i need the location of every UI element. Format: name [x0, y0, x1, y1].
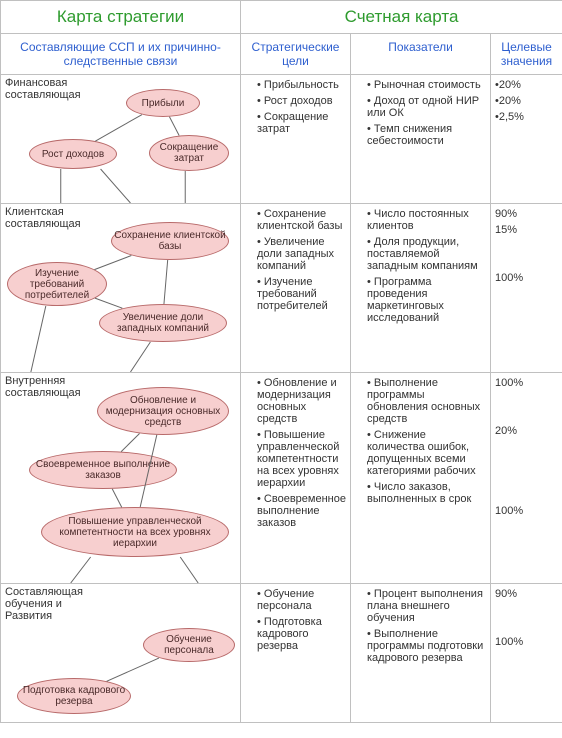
indicator-item: Темп снижения себестоимости: [367, 123, 486, 147]
target-value: [495, 489, 558, 501]
strategy-node: Увеличение доли западных компаний: [99, 304, 227, 342]
subheader-goals: Стратегические цели: [241, 34, 351, 75]
target-value: 100%: [495, 377, 558, 389]
indicator-item: Процент выполнения плана внешнего обучен…: [367, 588, 486, 624]
goals-cell: Прибыльность Рост доходов Сокращение затра…: [241, 75, 351, 204]
strategy-node: Рост доходов: [29, 139, 117, 169]
indicators-cell: Выполнение программы обновления основных…: [351, 373, 491, 584]
goals-cell: Обучение персонала Подготовка кадрового р…: [241, 584, 351, 723]
goal-item: Подготовка кадрового резерва: [257, 616, 346, 652]
strategy-node: Подготовка кадрового резерва: [17, 678, 131, 714]
target-value: 20%: [495, 425, 558, 437]
strategy-map-row: Финансовая составляющая Прибыли Рост доход…: [1, 75, 240, 203]
indicator-item: Число постоянных клиентов: [367, 208, 486, 232]
target-value: 100%: [495, 505, 558, 517]
indicator-item: Выполнение программы обновления основных…: [367, 377, 486, 425]
targets-cell: 100% 20% 100%: [491, 373, 562, 584]
target-value: [495, 409, 558, 421]
target-value: [495, 457, 558, 469]
target-value: •2,5%: [495, 111, 558, 123]
strategy-node: Своевременное выполнение заказов: [29, 451, 177, 489]
target-value: 15%: [495, 224, 558, 236]
goal-item: Рост доходов: [257, 95, 346, 107]
target-value: •20%: [495, 95, 558, 107]
goal-item: Повышение управленческой компетентности …: [257, 429, 346, 489]
indicator-item: Доля продукции, поставляемой западным ко…: [367, 236, 486, 272]
subheader-indicators: Показатели: [351, 34, 491, 75]
perspective-label: Клиентская составляющая: [5, 206, 90, 230]
strategy-map-row: Внутренняя составляющая Обновление и моде…: [1, 373, 240, 583]
target-value: 90%: [495, 208, 558, 220]
strategy-map-row: Составляющая обучения и Развития Обучение…: [1, 584, 240, 722]
target-value: 100%: [495, 272, 558, 284]
indicator-item: Число заказов, выполненных в срок: [367, 481, 486, 505]
goals-cell: Сохранение клиентской базы Увеличение дол…: [241, 204, 351, 373]
goal-item: Своевременное выполнение заказов: [257, 493, 346, 529]
target-value: [495, 473, 558, 485]
indicator-item: Выполнение программы подготовки кадровог…: [367, 628, 486, 664]
indicators-cell: Процент выполнения плана внешнего обучен…: [351, 584, 491, 723]
goal-item: Сохранение клиентской базы: [257, 208, 346, 232]
indicators-cell: Число постоянных клиентов Доля продукции,…: [351, 204, 491, 373]
target-value: [495, 620, 558, 632]
goal-item: Сокращение затрат: [257, 111, 346, 135]
indicator-item: Программа проведения маркетинговых иссле…: [367, 276, 486, 324]
target-value: [495, 240, 558, 252]
perspective-label: Финансовая составляющая: [5, 77, 90, 101]
target-value: [495, 441, 558, 453]
strategy-node: Обновление и модернизация основных средс…: [97, 387, 229, 435]
goal-item: Увеличение доли западных компаний: [257, 236, 346, 272]
perspective-label: Составляющая обучения и Развития: [5, 586, 90, 622]
target-value: [495, 256, 558, 268]
goal-item: Обучение персонала: [257, 588, 346, 612]
indicator-item: Снижение количества ошибок, допущенных в…: [367, 429, 486, 477]
targets-cell: 90% 15% 100%: [491, 204, 562, 373]
strategy-node: Сохранение клиентской базы: [111, 222, 229, 260]
strategy-node: Прибыли: [126, 89, 200, 117]
target-value: [495, 604, 558, 616]
goal-item: Обновление и модернизация основных средс…: [257, 377, 346, 425]
indicator-item: Рыночная стоимость: [367, 79, 486, 91]
goals-cell: Обновление и модернизация основных средс…: [241, 373, 351, 584]
bsc-table-wrapper: Карта стратегии Счетная карта Составляющ…: [0, 0, 562, 738]
header-scorecard: Счетная карта: [241, 1, 562, 34]
target-value: 100%: [495, 636, 558, 648]
targets-cell: 90% 100%: [491, 584, 562, 723]
strategy-map-row: Клиентская составляющая Сохранение клиент…: [1, 204, 240, 372]
target-value: 90%: [495, 588, 558, 600]
indicators-cell: Рыночная стоимость Доход от одной НИР или…: [351, 75, 491, 204]
target-value: [495, 393, 558, 405]
header-strategy-map: Карта стратегии: [1, 1, 241, 34]
targets-cell: •20% •20% •2,5%: [491, 75, 562, 204]
goal-item: Прибыльность: [257, 79, 346, 91]
subheader-map: Составляющие ССП и их причинно-следствен…: [1, 34, 241, 75]
target-value: •20%: [495, 79, 558, 91]
strategy-node: Обучение персонала: [143, 628, 235, 662]
strategy-node: Повышение управленческой компетентности …: [41, 507, 229, 557]
goal-item: Изучение требований потребителей: [257, 276, 346, 312]
indicator-item: Доход от одной НИР или ОК: [367, 95, 486, 119]
perspective-label: Внутренняя составляющая: [5, 375, 90, 399]
strategy-node: Изучение требований потребителей: [7, 262, 107, 306]
strategy-node: Сокращение затрат: [149, 135, 229, 171]
subheader-targets: Целевые значения: [491, 34, 562, 75]
bsc-table: Карта стратегии Счетная карта Составляющ…: [0, 0, 562, 723]
